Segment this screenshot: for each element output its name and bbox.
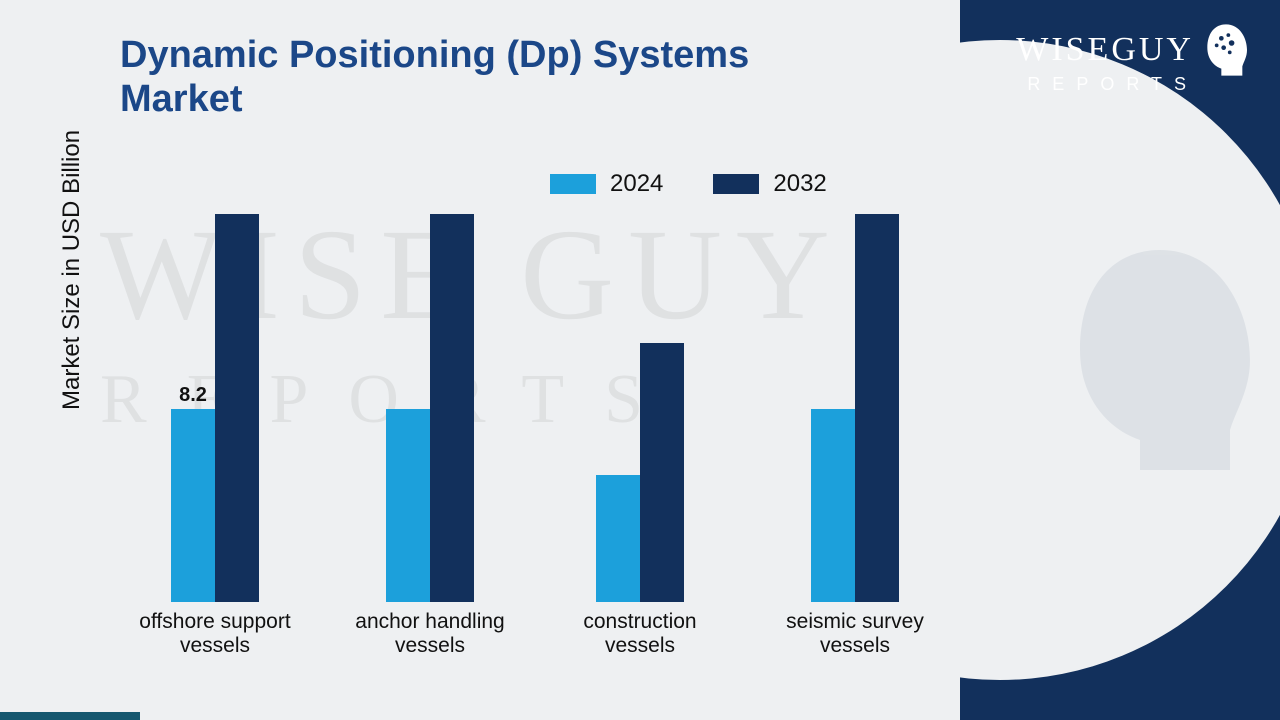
x-label-anchor: anchor handling vessels	[345, 610, 515, 658]
y-axis-label: Market Size in USD Billion	[58, 130, 86, 410]
x-label-seismic: seismic survey vessels	[770, 610, 940, 658]
watermark-head-icon	[1060, 240, 1260, 480]
plot-area: 8.2	[120, 202, 940, 602]
bar-2032-seismic	[855, 214, 899, 602]
x-label-construction: construction vessels	[555, 610, 725, 658]
x-label-offshore: offshore support vessels	[130, 610, 300, 658]
legend-item-2024: 2024	[550, 170, 663, 198]
bar-2032-offshore	[215, 214, 259, 602]
logo-head-icon	[1202, 22, 1250, 78]
legend: 2024 2032	[550, 170, 827, 198]
bar-2032-construction	[640, 343, 684, 602]
legend-label-2024: 2024	[610, 170, 663, 198]
legend-label-2032: 2032	[773, 170, 826, 198]
legend-swatch-2032	[713, 174, 759, 194]
bottom-accent-bar	[0, 712, 140, 720]
logo: WISEGUY REPORTS	[980, 22, 1250, 95]
chart-title: Dynamic Positioning (Dp) Systems Market	[120, 34, 840, 121]
value-label-2024-offshore: 8.2	[179, 384, 207, 407]
x-axis-labels: offshore support vessels anchor handling …	[120, 610, 940, 700]
bar-2032-anchor	[430, 214, 474, 602]
right-panel	[960, 0, 1280, 720]
bar-2024-construction	[596, 475, 640, 602]
logo-line1: WISEGUY	[1016, 31, 1194, 69]
bar-2024-seismic	[811, 409, 855, 602]
legend-swatch-2024	[550, 174, 596, 194]
canvas: WISEGUY REPORTS Dynamic Positioning (Dp)…	[0, 0, 1280, 720]
bar-2024-offshore	[171, 409, 215, 602]
legend-item-2032: 2032	[713, 170, 826, 198]
bar-2024-anchor	[386, 409, 430, 602]
